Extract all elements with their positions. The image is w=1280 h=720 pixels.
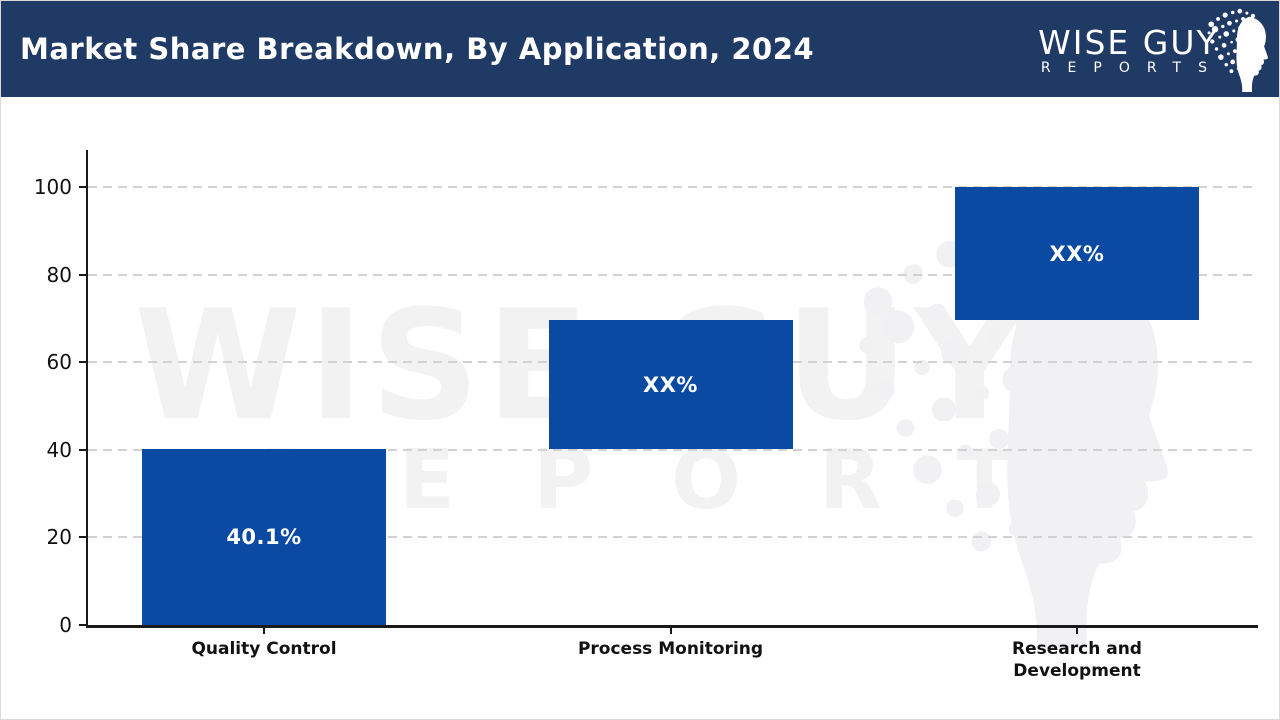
y-tick-mark xyxy=(79,624,88,626)
y-gridline xyxy=(88,536,1258,539)
page-title: Market Share Breakdown, By Application, … xyxy=(20,31,815,66)
y-tick-mark xyxy=(79,361,88,364)
wiseguy-face-logo-icon xyxy=(1204,6,1270,92)
y-gridline xyxy=(88,448,1258,451)
y-tick-label: 40 xyxy=(46,437,72,462)
y-axis-line xyxy=(86,150,88,628)
logo-brand-name: WISE GUY xyxy=(1038,23,1219,63)
logo-brand-subtitle: REPORTS xyxy=(1040,60,1224,77)
x-tick-mark xyxy=(1076,627,1078,634)
wiseguy-logo: WISE GUY REPORTS xyxy=(1033,4,1270,94)
x-category-label: Quality Control xyxy=(191,639,337,659)
y-gridline xyxy=(88,186,1258,188)
bar-value-label: XX% xyxy=(1049,241,1105,266)
x-category-label: Process Monitoring xyxy=(577,639,764,659)
bar-segment: 40.1% xyxy=(142,449,386,625)
wiseguy-logo-text: WISE GUY REPORTS xyxy=(1033,23,1224,77)
y-tick-label: 100 xyxy=(33,175,72,199)
bar-value-label: XX% xyxy=(643,372,698,397)
y-tick-mark xyxy=(79,448,88,451)
y-tick-label: 60 xyxy=(46,350,72,375)
y-tick-label: 0 xyxy=(59,613,72,637)
y-tick-label: 20 xyxy=(46,525,72,550)
y-tick-mark xyxy=(79,273,88,276)
y-tick-label: 80 xyxy=(46,262,72,287)
bar-segment: XX% xyxy=(548,320,793,450)
x-tick-mark xyxy=(669,627,672,634)
y-tick-mark xyxy=(79,186,88,188)
x-axis-line xyxy=(86,625,1258,628)
y-tick-mark xyxy=(79,536,88,539)
watermark-text-line2: REPORTS xyxy=(258,433,1228,528)
bar-value-label: 40.1% xyxy=(226,525,302,550)
bar-segment: XX% xyxy=(955,187,1199,321)
x-category-label: Research and Development xyxy=(1012,639,1142,682)
y-gridline xyxy=(88,273,1258,276)
x-tick-mark xyxy=(263,627,265,634)
header-band: Market Share Breakdown, By Application, … xyxy=(0,0,1280,97)
